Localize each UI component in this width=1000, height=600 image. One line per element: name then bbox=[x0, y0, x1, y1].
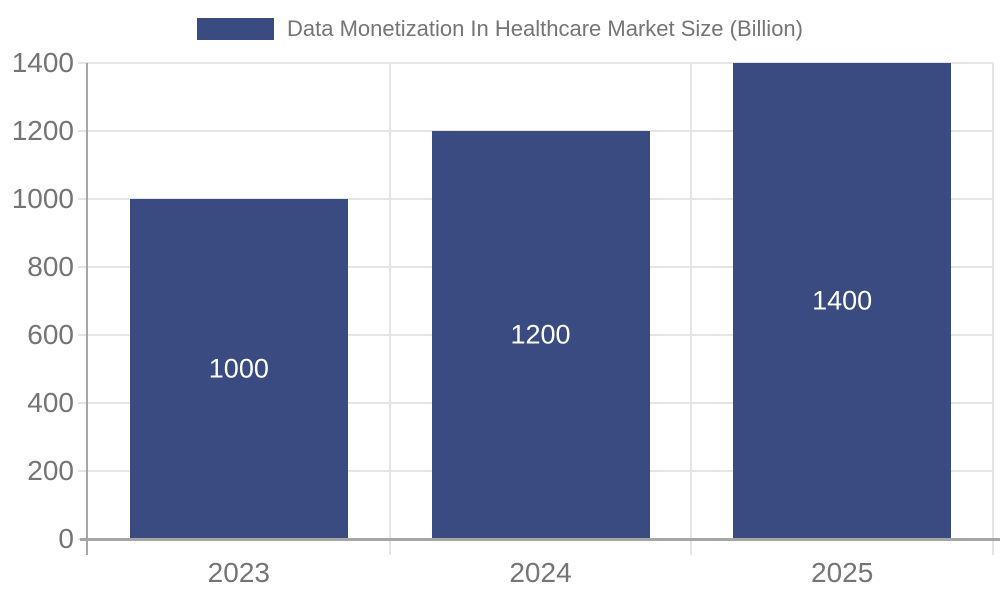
y-tick-label: 200 bbox=[27, 455, 74, 486]
x-tick-label: 2024 bbox=[509, 557, 572, 588]
x-tick-label: 2023 bbox=[207, 557, 270, 588]
y-tick-label: 800 bbox=[27, 251, 74, 282]
y-tick-label: 400 bbox=[27, 387, 74, 418]
y-tick-label: 1400 bbox=[11, 47, 74, 78]
bar[interactable] bbox=[129, 199, 348, 538]
y-gridline bbox=[78, 62, 993, 64]
x-tick-label: 2025 bbox=[811, 557, 874, 588]
y-tick-label: 600 bbox=[27, 319, 74, 350]
bar-value-label: 1200 bbox=[510, 319, 571, 350]
y-tick-label: 0 bbox=[58, 523, 74, 554]
legend-item[interactable]: Data Monetization In Healthcare Market S… bbox=[0, 12, 1000, 46]
bar[interactable] bbox=[431, 131, 650, 538]
bar-value-label: 1000 bbox=[208, 353, 269, 384]
y-axis-line bbox=[86, 63, 88, 555]
x-gridline bbox=[992, 63, 994, 555]
legend-label: Data Monetization In Healthcare Market S… bbox=[286, 16, 803, 41]
bar-value-label: 1400 bbox=[812, 285, 873, 316]
y-tick-label: 1000 bbox=[11, 183, 74, 214]
x-gridline bbox=[388, 63, 391, 555]
x-gridline bbox=[690, 63, 693, 555]
bar[interactable] bbox=[733, 63, 952, 538]
x-axis-line bbox=[80, 538, 1000, 541]
legend-swatch bbox=[196, 18, 274, 40]
y-tick-label: 1200 bbox=[11, 115, 74, 146]
